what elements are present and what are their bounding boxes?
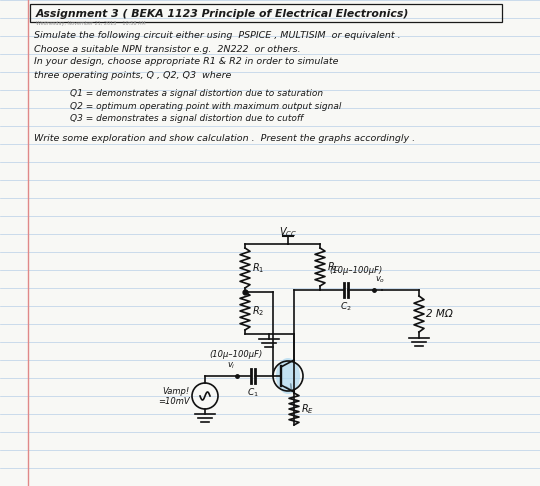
Text: =10mV: =10mV: [158, 397, 190, 405]
Text: three operating points, Q , Q2, Q3  where: three operating points, Q , Q2, Q3 where: [34, 70, 231, 80]
Text: Q3 = demonstrates a signal distortion due to cutoff: Q3 = demonstrates a signal distortion du…: [70, 114, 303, 122]
Text: (10μ–100μF): (10μ–100μF): [329, 265, 383, 275]
Text: $R_1$: $R_1$: [252, 261, 265, 275]
Text: Wednesday, November 21, 2013    10:58 AM: Wednesday, November 21, 2013 10:58 AM: [36, 21, 146, 27]
Text: 2 MΩ: 2 MΩ: [426, 309, 453, 319]
Text: In your design, choose appropriate R1 & R2 in order to simulate: In your design, choose appropriate R1 & …: [34, 57, 339, 67]
Text: $R_E$: $R_E$: [301, 402, 314, 416]
Text: (10μ–100μF): (10μ–100μF): [210, 349, 262, 359]
Text: Choose a suitable NPN transistor e.g.  2N222  or others.: Choose a suitable NPN transistor e.g. 2N…: [34, 45, 301, 53]
Text: Simulate the following circuit either using  PSPICE , MULTISIM  or equivalent .: Simulate the following circuit either us…: [34, 32, 401, 40]
Text: Write some exploration and show calculation .  Present the graphs accordingly .: Write some exploration and show calculat…: [34, 134, 415, 142]
Ellipse shape: [276, 358, 300, 394]
Text: Vamp!: Vamp!: [163, 386, 190, 396]
Text: Assignment 3 ( BEKA 1123 Principle of Electrical Electronics): Assignment 3 ( BEKA 1123 Principle of El…: [36, 9, 409, 19]
Text: $v_o$: $v_o$: [375, 275, 385, 285]
Text: Q2 = optimum operating point with maximum output signal: Q2 = optimum operating point with maximu…: [70, 102, 341, 110]
Text: $C_2$: $C_2$: [340, 300, 352, 312]
Text: $R_C$: $R_C$: [327, 260, 340, 274]
Text: $R_2$: $R_2$: [252, 304, 264, 318]
Text: $V_{CC}$: $V_{CC}$: [279, 225, 297, 239]
Text: Q1 = demonstrates a signal distortion due to saturation: Q1 = demonstrates a signal distortion du…: [70, 89, 323, 99]
Text: $C_1$: $C_1$: [247, 386, 259, 399]
Text: $v_i$: $v_i$: [227, 361, 236, 371]
